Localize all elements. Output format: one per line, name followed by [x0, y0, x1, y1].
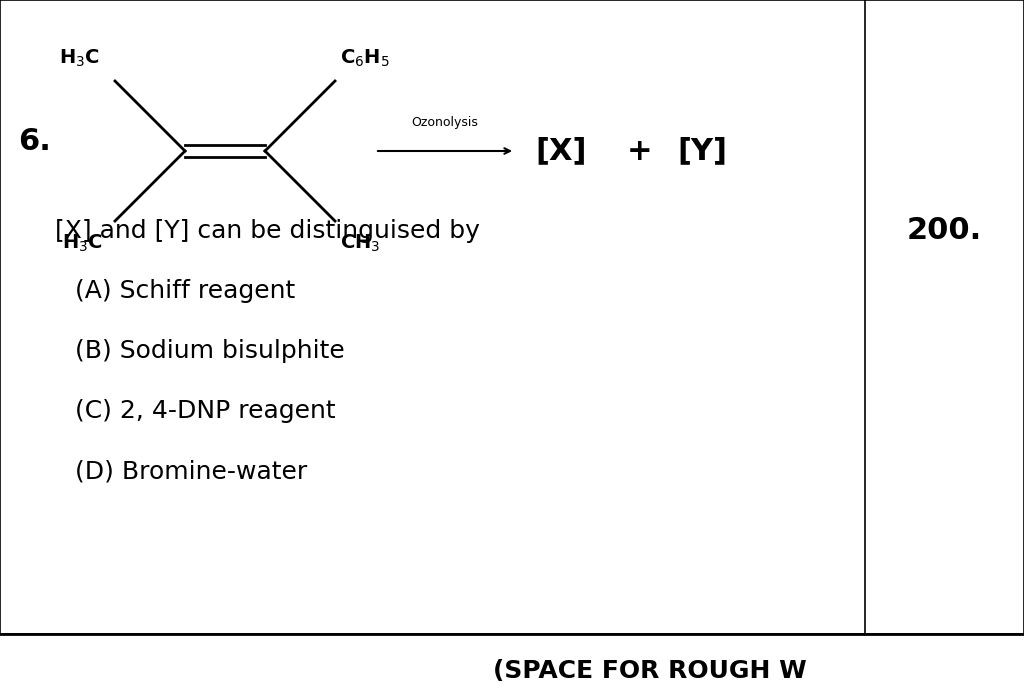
Text: H$_3$C: H$_3$C [59, 48, 100, 69]
Text: (A) Schiff reagent: (A) Schiff reagent [75, 279, 295, 303]
Text: [Y]: [Y] [677, 136, 727, 166]
Text: CH$_3$: CH$_3$ [340, 233, 380, 254]
Text: (SPACE FOR ROUGH W: (SPACE FOR ROUGH W [494, 659, 807, 683]
Text: Ozonolysis: Ozonolysis [412, 116, 478, 129]
Text: 200.: 200. [907, 216, 982, 246]
Text: (D) Bromine-water: (D) Bromine-water [75, 459, 307, 483]
Text: +: + [627, 136, 652, 166]
Text: H$_3$C: H$_3$C [62, 233, 103, 254]
Text: [X] and [Y] can be distinguised by: [X] and [Y] can be distinguised by [55, 219, 480, 243]
Text: C$_6$H$_5$: C$_6$H$_5$ [340, 48, 390, 69]
Text: (B) Sodium bisulphite: (B) Sodium bisulphite [75, 339, 345, 363]
Text: 6.: 6. [18, 127, 51, 155]
Text: [X]: [X] [535, 136, 587, 166]
Text: (C) 2, 4-DNP reagent: (C) 2, 4-DNP reagent [75, 399, 336, 423]
